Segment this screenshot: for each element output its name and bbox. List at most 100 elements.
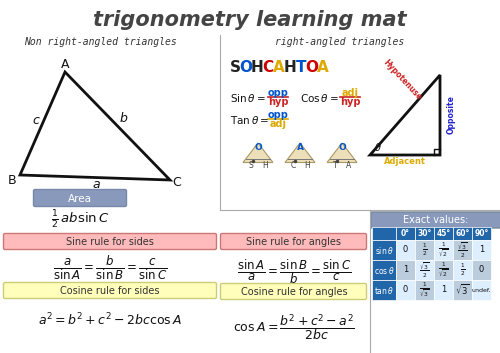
Text: opp: opp — [268, 110, 288, 120]
Text: $\cos\theta$: $\cos\theta$ — [374, 264, 394, 275]
Bar — [453, 240, 472, 260]
Bar — [415, 227, 434, 240]
FancyBboxPatch shape — [4, 233, 216, 250]
Bar — [372, 227, 396, 240]
Text: C: C — [172, 176, 182, 190]
FancyBboxPatch shape — [220, 283, 366, 299]
Text: adj: adj — [270, 119, 286, 129]
Bar — [472, 240, 491, 260]
Bar — [415, 280, 434, 300]
Text: $\sqrt{3}$: $\sqrt{3}$ — [455, 283, 470, 297]
Text: C: C — [290, 161, 296, 170]
Bar — [372, 280, 396, 300]
Text: $\dfrac{a}{\sin A}=\dfrac{b}{\sin B}=\dfrac{c}{\sin C}$: $\dfrac{a}{\sin A}=\dfrac{b}{\sin B}=\df… — [53, 254, 167, 282]
Text: 1: 1 — [479, 245, 484, 255]
Text: right-angled triangles: right-angled triangles — [276, 37, 404, 47]
Text: H: H — [262, 161, 268, 170]
Polygon shape — [243, 143, 273, 162]
Text: $a^2=b^2+c^2-2bc\cos A$: $a^2=b^2+c^2-2bc\cos A$ — [38, 312, 182, 328]
Text: 60°: 60° — [456, 229, 469, 238]
Text: O: O — [306, 60, 318, 74]
Polygon shape — [285, 143, 315, 162]
Text: $\frac{1}{\sqrt{2}}$: $\frac{1}{\sqrt{2}}$ — [438, 261, 449, 279]
Text: a: a — [92, 179, 100, 191]
Text: H: H — [304, 161, 310, 170]
FancyBboxPatch shape — [220, 233, 366, 250]
Text: $\cos A=\dfrac{b^2+c^2-a^2}{2bc}$: $\cos A=\dfrac{b^2+c^2-a^2}{2bc}$ — [233, 313, 355, 343]
Text: hyp: hyp — [340, 97, 360, 107]
Bar — [472, 280, 491, 300]
Text: H: H — [250, 60, 264, 74]
Text: opp: opp — [268, 88, 288, 98]
Text: Cosine rule for sides: Cosine rule for sides — [60, 286, 160, 296]
Text: 30°: 30° — [418, 229, 432, 238]
Polygon shape — [327, 143, 357, 162]
Text: 0°: 0° — [401, 229, 410, 238]
FancyBboxPatch shape — [34, 190, 126, 207]
Text: c: c — [32, 114, 40, 126]
Text: A: A — [61, 58, 69, 71]
Bar — [434, 240, 453, 260]
Text: $\frac{1}{2}$: $\frac{1}{2}$ — [422, 242, 428, 258]
Text: T: T — [332, 161, 338, 170]
Text: $\theta$: $\theta$ — [374, 141, 382, 153]
Text: Sine rule for sides: Sine rule for sides — [66, 237, 154, 247]
Text: b: b — [119, 112, 127, 125]
Text: $\frac{1}{\sqrt{3}}$: $\frac{1}{\sqrt{3}}$ — [419, 281, 430, 299]
Text: Adjacent: Adjacent — [384, 157, 426, 167]
Text: 0: 0 — [403, 245, 408, 255]
Text: B: B — [8, 174, 16, 186]
Bar — [434, 227, 453, 240]
Text: 45°: 45° — [436, 229, 450, 238]
Bar — [434, 280, 453, 300]
Text: 90°: 90° — [474, 229, 488, 238]
Text: 1: 1 — [441, 286, 446, 294]
Bar — [372, 260, 396, 280]
Text: O: O — [240, 60, 252, 74]
Bar — [453, 280, 472, 300]
Bar — [415, 240, 434, 260]
Bar — [396, 260, 415, 280]
Text: A: A — [296, 144, 304, 152]
Text: C: C — [262, 60, 274, 74]
Bar — [396, 280, 415, 300]
FancyBboxPatch shape — [4, 282, 216, 299]
Bar — [472, 260, 491, 280]
Text: Exact values:: Exact values: — [404, 215, 468, 225]
Text: $\tan\theta$: $\tan\theta$ — [374, 285, 394, 295]
Bar — [372, 240, 396, 260]
Text: $\mathrm{Cos}\,\theta=$: $\mathrm{Cos}\,\theta=$ — [300, 92, 339, 104]
Bar — [434, 260, 453, 280]
Bar — [472, 227, 491, 240]
Bar — [415, 260, 434, 280]
Text: Opposite: Opposite — [447, 96, 456, 134]
Text: T: T — [296, 60, 306, 74]
Text: undef.: undef. — [472, 287, 491, 293]
Text: $\mathrm{Tan}\,\theta=$: $\mathrm{Tan}\,\theta=$ — [230, 114, 269, 126]
Text: adj: adj — [342, 88, 358, 98]
Text: O: O — [254, 144, 262, 152]
Text: $\mathrm{Sin}\,\theta=$: $\mathrm{Sin}\,\theta=$ — [230, 92, 266, 104]
Text: S: S — [230, 60, 240, 74]
Text: Cosine rule for angles: Cosine rule for angles — [240, 287, 348, 297]
Bar — [453, 260, 472, 280]
Text: A: A — [317, 60, 329, 74]
FancyBboxPatch shape — [371, 212, 500, 228]
Text: Hypotenuse: Hypotenuse — [381, 58, 423, 102]
Text: Non right-angled triangles: Non right-angled triangles — [24, 37, 176, 47]
Text: $\dfrac{\sin A}{a}=\dfrac{\sin B}{b}=\dfrac{\sin C}{c}$: $\dfrac{\sin A}{a}=\dfrac{\sin B}{b}=\df… — [237, 258, 351, 286]
Text: A: A — [273, 60, 285, 74]
Bar — [396, 240, 415, 260]
Text: 0: 0 — [479, 265, 484, 275]
Text: $\frac{\sqrt{3}}{2}$: $\frac{\sqrt{3}}{2}$ — [457, 240, 468, 260]
Text: Sine rule for angles: Sine rule for angles — [246, 237, 342, 247]
Text: H: H — [284, 60, 296, 74]
Text: hyp: hyp — [268, 97, 288, 107]
Text: Area: Area — [68, 194, 92, 204]
Text: $\frac{1}{2}$: $\frac{1}{2}$ — [460, 262, 466, 278]
Bar — [396, 227, 415, 240]
Text: A: A — [346, 161, 352, 170]
Text: $\frac{1}{\sqrt{2}}$: $\frac{1}{\sqrt{2}}$ — [438, 241, 449, 259]
Text: trigonometry learning mat: trigonometry learning mat — [93, 10, 407, 30]
Text: $\frac{\sqrt{3}}{2}$: $\frac{\sqrt{3}}{2}$ — [419, 260, 430, 280]
